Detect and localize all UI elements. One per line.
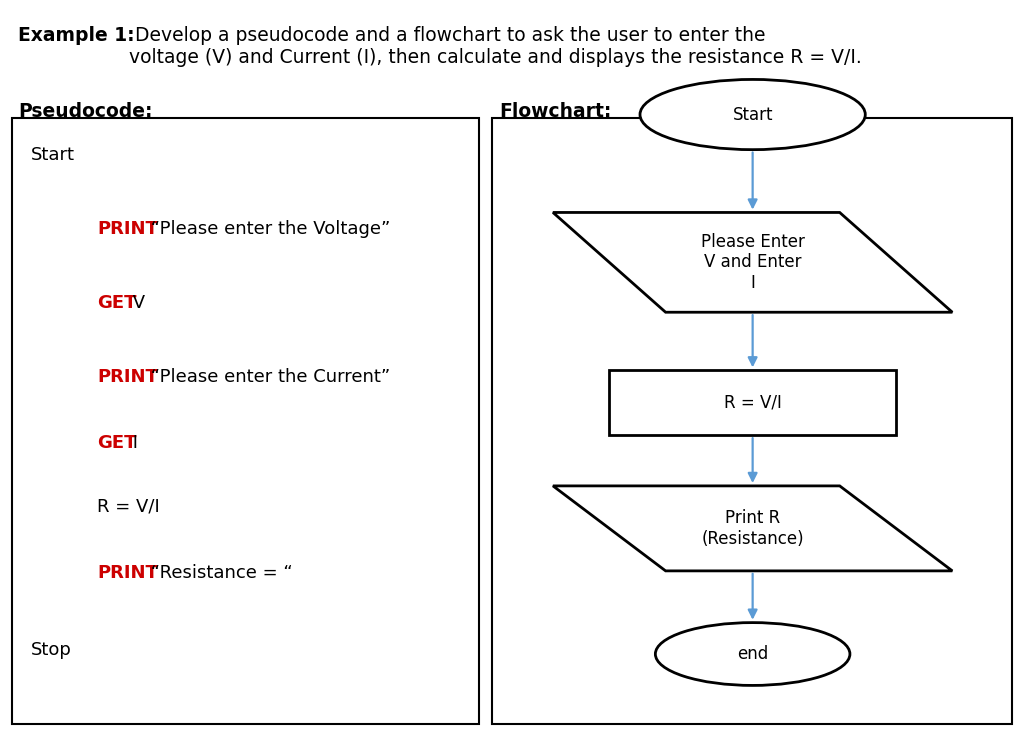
Text: R = V/I: R = V/I xyxy=(724,394,781,412)
Bar xyxy=(492,118,1012,724)
Text: V: V xyxy=(127,294,145,312)
Text: Example 1:: Example 1: xyxy=(18,26,135,45)
Text: Print R
(Resistance): Print R (Resistance) xyxy=(701,509,804,548)
Text: Flowchart:: Flowchart: xyxy=(500,102,612,121)
Bar xyxy=(609,370,896,435)
Text: Stop: Stop xyxy=(31,641,72,659)
Text: GET: GET xyxy=(97,294,137,312)
Text: PRINT: PRINT xyxy=(97,220,158,238)
Text: Please Enter
V and Enter
I: Please Enter V and Enter I xyxy=(700,233,805,292)
Text: PRINT: PRINT xyxy=(97,564,158,582)
Text: Develop a pseudocode and a flowchart to ask the user to enter the
voltage (V) an: Develop a pseudocode and a flowchart to … xyxy=(129,26,862,67)
Text: “Please enter the Current”: “Please enter the Current” xyxy=(145,368,391,386)
Text: Pseudocode:: Pseudocode: xyxy=(18,102,153,121)
Bar xyxy=(12,118,479,724)
Polygon shape xyxy=(553,212,952,312)
Text: PRINT: PRINT xyxy=(97,368,158,386)
Text: Start: Start xyxy=(732,106,773,123)
Text: R = V/I: R = V/I xyxy=(97,497,160,515)
Polygon shape xyxy=(553,486,952,571)
Text: Start: Start xyxy=(31,146,75,164)
Text: end: end xyxy=(737,645,768,663)
Text: GET: GET xyxy=(97,435,137,452)
Text: I: I xyxy=(127,435,138,452)
Text: “Please enter the Voltage”: “Please enter the Voltage” xyxy=(145,220,391,238)
Ellipse shape xyxy=(655,622,850,686)
Text: “Resistance = “: “Resistance = “ xyxy=(145,564,293,582)
Ellipse shape xyxy=(640,80,865,149)
